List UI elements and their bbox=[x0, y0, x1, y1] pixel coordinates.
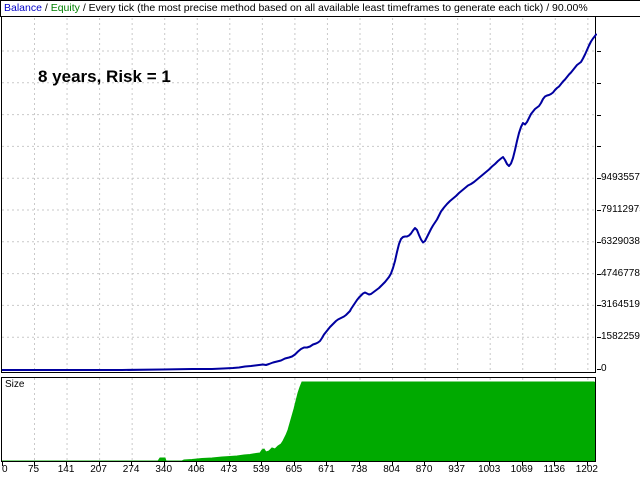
y-axis-tick bbox=[597, 82, 601, 84]
x-axis-tick bbox=[196, 462, 198, 466]
equity-curve-svg bbox=[2, 18, 597, 372]
y-axis-label: 79112975 bbox=[601, 204, 640, 215]
x-axis-label: 141 bbox=[57, 464, 75, 475]
x-axis-tick bbox=[98, 462, 100, 466]
x-axis-label: 0 bbox=[2, 464, 8, 475]
x-axis-tick bbox=[131, 462, 133, 466]
x-axis-tick bbox=[456, 462, 458, 466]
graph-header-segment: / bbox=[41, 2, 51, 14]
y-axis-tick bbox=[597, 337, 601, 339]
x-axis-label: 738 bbox=[350, 464, 368, 475]
graph-header: Balance / Equity / Every tick (the most … bbox=[0, 0, 640, 17]
x-axis-label: 804 bbox=[383, 464, 400, 475]
x-axis-label: 1003 bbox=[478, 464, 501, 475]
x-axis-tick bbox=[2, 462, 3, 466]
x-axis-tick bbox=[521, 462, 523, 466]
x-axis-label: 870 bbox=[415, 464, 433, 475]
x-axis-tick bbox=[391, 462, 393, 466]
x-axis-tick bbox=[554, 462, 556, 466]
x-axis-label: 539 bbox=[253, 464, 270, 475]
x-axis-label: 406 bbox=[187, 464, 205, 475]
y-axis-label: 47467785 bbox=[601, 267, 640, 279]
y-axis-label: 31645190 bbox=[601, 299, 640, 311]
y-axis-tick bbox=[597, 51, 601, 52]
size-histogram-svg bbox=[2, 378, 595, 461]
graph-header-segment: Equity bbox=[50, 2, 80, 14]
chart-annotation: 8 years, Risk = 1 bbox=[38, 67, 171, 86]
x-axis-label: 207 bbox=[90, 464, 107, 475]
x-axis-tick bbox=[163, 462, 165, 466]
x-axis-tick bbox=[228, 462, 230, 466]
y-axis-tick bbox=[597, 146, 601, 148]
y-axis-tick bbox=[597, 241, 601, 243]
x-axis-label: 937 bbox=[448, 464, 465, 475]
x-axis-tick bbox=[489, 462, 491, 466]
x-axis-tick bbox=[293, 462, 295, 466]
x-axis-label: 605 bbox=[285, 464, 303, 475]
size-panel-label: Size bbox=[5, 379, 25, 390]
balance-chart-panel: 8 years, Risk = 1 bbox=[1, 17, 597, 373]
x-axis-tick bbox=[66, 462, 68, 466]
y-axis-label: 0 bbox=[601, 363, 607, 374]
y-axis-label: 15822595 bbox=[601, 331, 640, 343]
y-axis-label: 63290380 bbox=[601, 235, 640, 247]
y-axis-tick bbox=[597, 114, 601, 116]
x-axis-label: 340 bbox=[155, 464, 173, 475]
x-axis-tick bbox=[586, 462, 588, 466]
graph-header-segment: / Every tick (the most precise method ba… bbox=[79, 2, 588, 14]
y-axis-tick bbox=[597, 369, 601, 370]
x-axis-label: 1202 bbox=[575, 464, 598, 475]
y-axis-label: 94935571 bbox=[601, 172, 640, 184]
x-axis-label: 274 bbox=[122, 464, 140, 475]
x-axis-tick bbox=[261, 462, 263, 466]
x-axis-label: 671 bbox=[318, 464, 335, 475]
y-axis-tick bbox=[597, 178, 601, 180]
x-axis-tick bbox=[424, 462, 426, 466]
y-axis-tick bbox=[597, 273, 601, 275]
x-axis-tick bbox=[33, 462, 35, 466]
x-axis-label: 1069 bbox=[510, 464, 533, 475]
y-axis-tick bbox=[597, 305, 601, 307]
y-axis-tick bbox=[597, 210, 601, 211]
x-axis-label: 1136 bbox=[543, 464, 566, 475]
x-axis-label: 75 bbox=[27, 464, 40, 475]
x-axis-tick bbox=[326, 462, 328, 466]
graph-header-segment: Balance bbox=[4, 2, 42, 14]
x-axis-tick bbox=[359, 462, 360, 466]
size-panel: Size bbox=[1, 377, 596, 462]
x-axis-label: 473 bbox=[220, 464, 238, 475]
